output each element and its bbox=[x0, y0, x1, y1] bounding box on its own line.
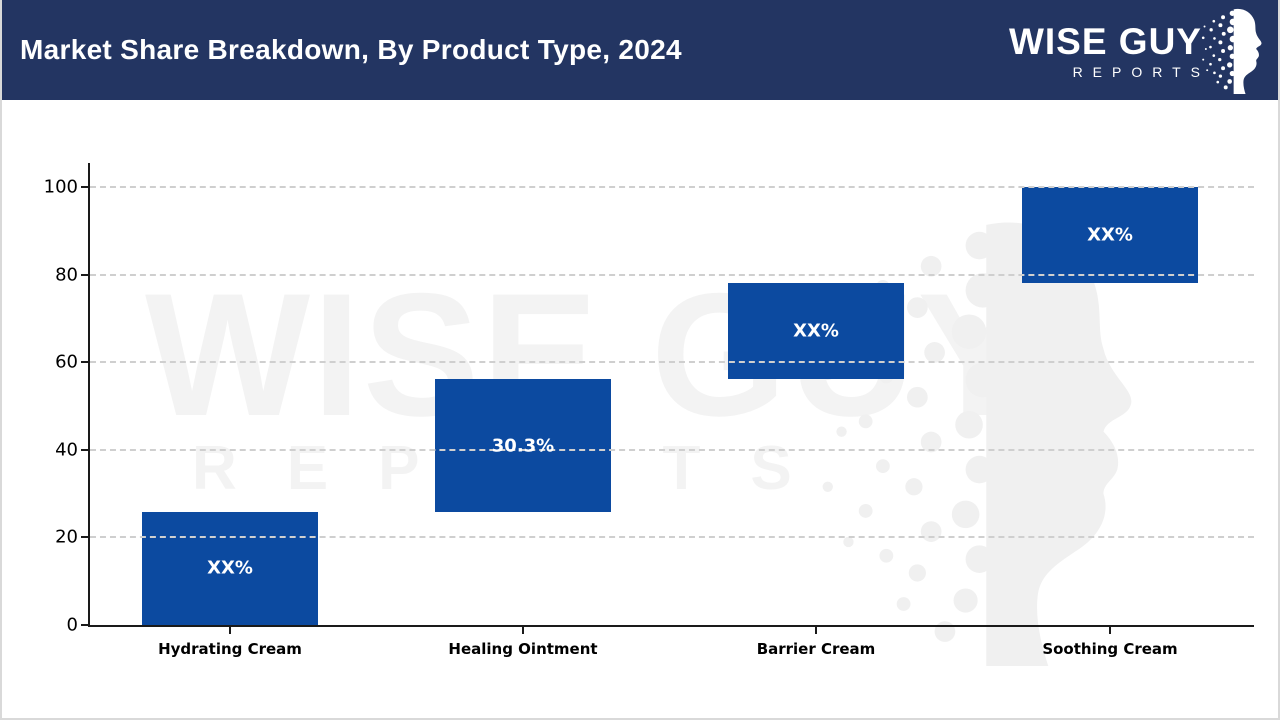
brand-logo: WISE GUY REPORTS bbox=[1009, 6, 1266, 96]
y-tick-0 bbox=[81, 624, 90, 626]
y-tick-label-80: 80 bbox=[55, 264, 78, 286]
y-tick-label-60: 60 bbox=[55, 351, 78, 373]
logo-wordmark: WISE GUY bbox=[1008, 20, 1202, 62]
bar-value-label-3: XX% bbox=[1087, 224, 1133, 246]
y-axis-spine bbox=[88, 163, 90, 627]
y-tick-label-0: 0 bbox=[66, 614, 78, 636]
x-axis-spine bbox=[88, 625, 1254, 627]
bar-value-label-1: 30.3% bbox=[491, 435, 555, 457]
y-tick-label-20: 20 bbox=[55, 526, 78, 548]
y-tick-100 bbox=[81, 186, 90, 188]
logo-subtext: REPORTS bbox=[1072, 63, 1210, 80]
bar-1 bbox=[435, 379, 611, 512]
y-tick-60 bbox=[81, 361, 90, 364]
category-label-0: Hydrating Cream bbox=[158, 640, 302, 658]
bar-value-label-0: XX% bbox=[207, 557, 253, 579]
category-label-3: Soothing Cream bbox=[1042, 640, 1178, 658]
gridline-100 bbox=[90, 186, 1254, 188]
gridline-80 bbox=[90, 273, 1254, 276]
x-tick-2 bbox=[815, 627, 817, 634]
x-tick-0 bbox=[229, 627, 231, 634]
y-tick-label-40: 40 bbox=[55, 439, 78, 461]
y-tick-label-100: 100 bbox=[43, 176, 78, 198]
bar-2 bbox=[728, 283, 904, 380]
category-label-1: Healing Ointment bbox=[448, 640, 598, 658]
bar-value-label-2: XX% bbox=[793, 320, 839, 342]
gridline-60 bbox=[90, 361, 1254, 364]
x-tick-1 bbox=[522, 627, 524, 634]
y-tick-80 bbox=[81, 273, 90, 276]
gridline-20 bbox=[90, 536, 1254, 539]
bar-3 bbox=[1022, 187, 1198, 284]
brand-logo-text: WISE GUY REPORTS bbox=[1009, 23, 1202, 80]
bar-0 bbox=[142, 511, 318, 625]
x-tick-3 bbox=[1109, 627, 1111, 634]
header: Market Share Breakdown, By Product Type,… bbox=[0, 0, 1280, 100]
chart-title: Market Share Breakdown, By Product Type,… bbox=[20, 34, 682, 65]
category-label-2: Barrier Cream bbox=[756, 640, 876, 658]
y-tick-20 bbox=[81, 536, 90, 539]
gridline-40 bbox=[90, 448, 1254, 451]
logo-face-icon bbox=[1196, 8, 1266, 94]
y-tick-40 bbox=[81, 448, 90, 451]
